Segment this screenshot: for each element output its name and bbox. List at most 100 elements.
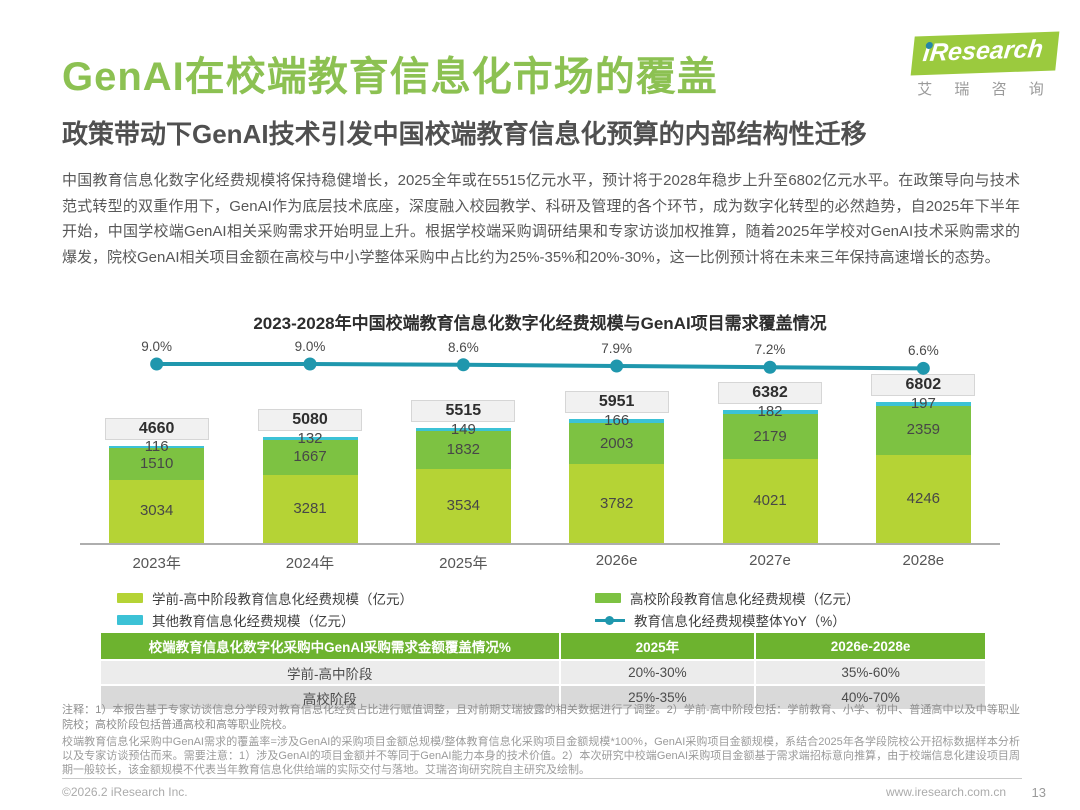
yoy-value-label: 9.0% [294, 339, 326, 354]
yoy-data-point [916, 361, 930, 375]
bar-total-label: 5080 [258, 409, 362, 432]
legend-label-yoy: 教育信息化经费规模整体YoY（%） [634, 614, 846, 629]
table-cell: 高校阶段 [101, 686, 559, 709]
bar-segment [415, 469, 511, 543]
bar-segment [109, 479, 205, 543]
plot-area: 3034 1510 116 4660 3281 1667 132 5080 3534 1832 14… [80, 338, 1000, 545]
bar-segment-value: 197 [910, 394, 936, 412]
x-axis-labels: 2023年 2024年 2025年 2026e 2027e 2028e [80, 552, 1000, 573]
legend-item-other: 其他教育信息化经费规模（亿元） [117, 610, 355, 630]
bar-segment [722, 414, 818, 460]
table-header-2025: 2025年 [560, 633, 755, 659]
legend-swatch-k12 [117, 593, 143, 603]
footnote-2: 校端教育信息化采购中GenAI需求的覆盖率=涉及GenAI的采购项目金额总规模/… [62, 736, 1020, 776]
page-subtitle: 政策带动下GenAI技术引发中国校端教育信息化预算的内部结构性迁移 [62, 119, 867, 149]
footer-divider [62, 778, 1022, 779]
bar-total-label: 5951 [564, 391, 669, 414]
bar-segment-value: 3034 [139, 502, 174, 520]
legend-item-k12: 学前-高中阶段教育信息化经费规模（亿元） [117, 588, 413, 608]
bar-segment [262, 437, 358, 441]
body-paragraph: 中国教育信息化数字化经费规模将保持稳健增长，2025全年或在5515亿元水平，预… [62, 172, 1020, 266]
coverage-table: 校端教育信息化数字化采购中GenAI采购需求金额覆盖情况% 2025年 2026… [99, 631, 987, 711]
legend-label-college: 高校阶段教育信息化经费规模（亿元） [630, 592, 860, 607]
footer-website-link[interactable]: www.iresearch.com.cn [885, 785, 1006, 799]
legend-swatch-college [595, 593, 621, 603]
bar-total-label: 5515 [411, 400, 516, 423]
yoy-value-label: 7.2% [754, 342, 786, 358]
table-header-metric: 校端教育信息化数字化采购中GenAI采购需求金额覆盖情况% [101, 633, 559, 659]
legend-yoy-line-icon [595, 615, 625, 625]
bar-segment-value: 132 [297, 429, 323, 447]
bar-total-label: 4660 [104, 418, 209, 441]
yoy-data-point [456, 358, 470, 372]
bar-segment [875, 454, 971, 543]
bar-segment-value: 4246 [906, 489, 941, 507]
bar-segment [722, 459, 818, 543]
bar-segment-value: 4021 [753, 492, 787, 510]
chart-title: 2023-2028年中国校端教育信息化数字化经费规模与GenAI项目需求覆盖情况 [253, 314, 827, 333]
bar-segment [109, 446, 205, 449]
bar-total-label: 6382 [718, 382, 822, 405]
bar-segment [109, 448, 205, 480]
x-axis-label: 2028e [902, 552, 945, 569]
bar-segment [722, 410, 818, 415]
yoy-value-label: 7.9% [601, 340, 633, 356]
bar-segment-value: 3281 [293, 499, 327, 517]
bar-segment-value: 1510 [139, 455, 174, 473]
table-cell: 25%-35% [560, 686, 755, 709]
yoy-data-point [763, 360, 777, 374]
table-header-2026-2028: 2026e-2028e [756, 633, 985, 659]
x-axis-label: 2023年 [132, 555, 181, 572]
bar-segment-value: 3782 [599, 494, 634, 512]
bar-segment [415, 431, 511, 470]
yoy-data-point [610, 359, 624, 373]
bar-segment [569, 422, 665, 465]
iresearch-logo-text: iResearch [921, 34, 1045, 68]
table-row-college: 高校阶段 25%-35% 40%-70% [101, 686, 985, 709]
iresearch-logo-box: iResearch [910, 31, 1060, 76]
table-cell: 学前-高中阶段 [101, 661, 559, 684]
table-cell: 35%-60% [756, 661, 985, 684]
iresearch-logo-chinese: 艾 瑞 咨 询 [917, 81, 1053, 98]
x-axis-label: 2024年 [285, 555, 335, 572]
bar-segment-value: 2003 [599, 434, 634, 452]
yoy-line-chart [150, 357, 930, 375]
legend-item-college: 高校阶段教育信息化经费规模（亿元） [595, 588, 860, 608]
bar-segment [875, 401, 971, 406]
legend-item-yoy: 教育信息化经费规模整体YoY（%） [595, 610, 846, 630]
bar-segment-value: 1667 [293, 448, 327, 466]
x-axis-label: 2026e [595, 552, 638, 569]
bar-total-label: 6802 [871, 373, 976, 396]
bar-segment [262, 440, 358, 475]
x-axis-label: 2025年 [439, 555, 488, 572]
bar-segment [262, 474, 358, 543]
footnote-1: 注释：1）本报告基于专家访谈信息分学段对教育信息化经费占比进行赋值调整，且对前期… [62, 704, 1020, 731]
bar-segment [569, 464, 665, 543]
bar-segment [415, 428, 511, 432]
bar-segment-value: 3534 [446, 497, 481, 515]
bar-segment-value: 1832 [446, 441, 481, 459]
table-cell: 40%-70% [756, 686, 985, 709]
bar-segment [875, 405, 971, 455]
yoy-data-point [150, 357, 164, 371]
bar-segment [569, 419, 665, 423]
yoy-data-point [303, 357, 317, 371]
footer-page-number: 13 [1031, 785, 1046, 800]
table-header-row: 校端教育信息化数字化采购中GenAI采购需求金额覆盖情况% 2025年 2026… [101, 633, 985, 659]
yoy-value-label: 9.0% [141, 339, 173, 354]
bar-segment-value: 182 [757, 403, 783, 421]
yoy-value-label: 8.6% [447, 339, 479, 355]
iresearch-logo: iResearch 艾 瑞 咨 询 [902, 31, 1068, 99]
legend-swatch-other [117, 615, 143, 625]
legend-label-other: 其他教育信息化经费规模（亿元） [152, 614, 355, 629]
page-title: GenAI在校端教育信息化市场的覆盖 [62, 55, 718, 99]
bar-segment-value: 116 [144, 438, 169, 456]
table-cell: 20%-30% [560, 661, 755, 684]
footer-copyright: ©2026.2 iResearch Inc. [62, 785, 188, 799]
yoy-value-label: 6.6% [907, 343, 939, 359]
bar-segment-value: 149 [450, 420, 476, 438]
x-axis-label: 2027e [749, 552, 791, 569]
bar-segment-value: 2359 [906, 421, 941, 439]
table-row-k12: 学前-高中阶段 20%-30% 35%-60% [101, 661, 985, 684]
